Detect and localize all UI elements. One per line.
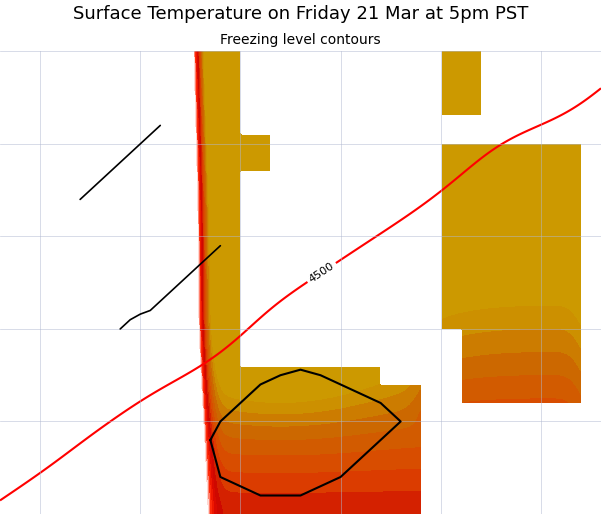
Text: Surface Temperature on Friday 21 Mar at 5pm PST: Surface Temperature on Friday 21 Mar at … [73,5,528,24]
Text: 4500: 4500 [307,261,336,284]
Text: Freezing level contours: Freezing level contours [220,33,381,47]
